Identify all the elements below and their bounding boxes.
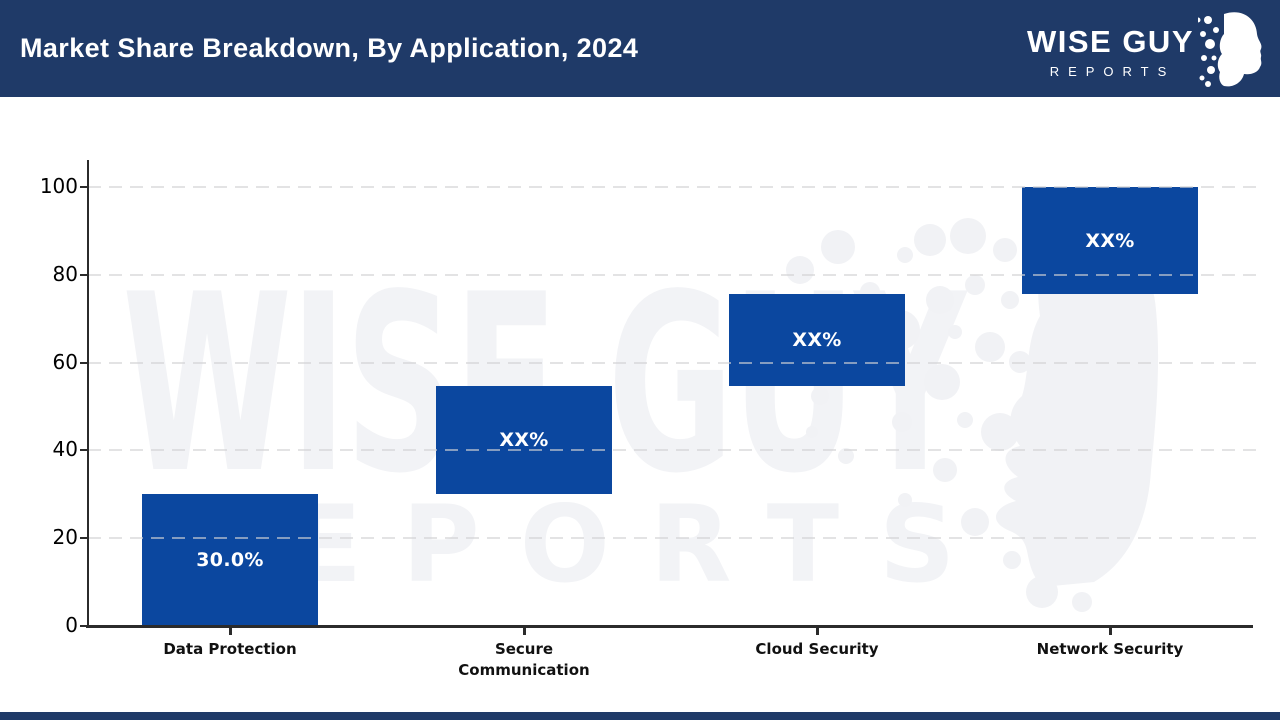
y-tick-mark <box>80 625 88 627</box>
brand-logo-head-icon <box>1198 12 1262 87</box>
x-tick-mark <box>229 627 232 635</box>
x-tick-mark <box>816 627 819 635</box>
page-title: Market Share Breakdown, By Application, … <box>20 33 639 63</box>
y-tick-mark <box>80 361 88 364</box>
bar-secure-communication: XX% <box>436 385 612 495</box>
y-tick-mark <box>80 449 88 452</box>
y-tick-label: 80 <box>52 261 78 286</box>
y-axis <box>87 160 89 628</box>
bar-value-label: 30.0% <box>196 549 264 572</box>
bar-value-label: XX% <box>499 429 549 452</box>
x-category-label-network-security: Network Security <box>1036 640 1184 658</box>
x-tick-mark <box>1109 627 1112 635</box>
brand-logo-primary-text: WISE GUY <box>1026 23 1194 59</box>
gridline <box>88 361 1264 364</box>
x-axis <box>86 625 1253 628</box>
bar-network-security: XX% <box>1022 187 1198 295</box>
brand-logo: WISE GUY REPORTS <box>1027 8 1266 92</box>
plot-area: 0 20 40 60 80 100 30.0% Data Protection XX% Secur… <box>0 97 1280 720</box>
y-tick-mark <box>80 537 88 540</box>
y-tick-mark <box>80 273 88 276</box>
bar-cloud-security: XX% <box>729 294 905 386</box>
x-category-label-data-protection: Data Protection <box>163 640 297 658</box>
x-category-label-cloud-security: Cloud Security <box>755 640 879 658</box>
gridline <box>88 449 1264 452</box>
bar-value-label: XX% <box>1085 229 1135 252</box>
bar-value-label: XX% <box>792 328 842 351</box>
bar-data-protection: 30.0% <box>142 494 318 626</box>
y-tick-mark <box>80 186 88 188</box>
y-tick-label: 40 <box>52 437 78 462</box>
gridline <box>88 186 1264 188</box>
x-category-label-secure-communication: Secure Communication <box>458 640 590 679</box>
y-tick-label: 60 <box>52 349 78 374</box>
header-banner: Market Share Breakdown, By Application, … <box>0 0 1280 97</box>
gridline <box>88 273 1264 276</box>
gridline <box>88 537 1264 540</box>
y-tick-label: 100 <box>39 174 78 198</box>
x-tick-mark <box>523 627 526 635</box>
y-tick-label: 20 <box>52 525 78 550</box>
footer-bar <box>0 712 1280 720</box>
brand-logo-secondary-text: REPORTS <box>1049 63 1176 79</box>
y-tick-label: 0 <box>65 613 78 637</box>
